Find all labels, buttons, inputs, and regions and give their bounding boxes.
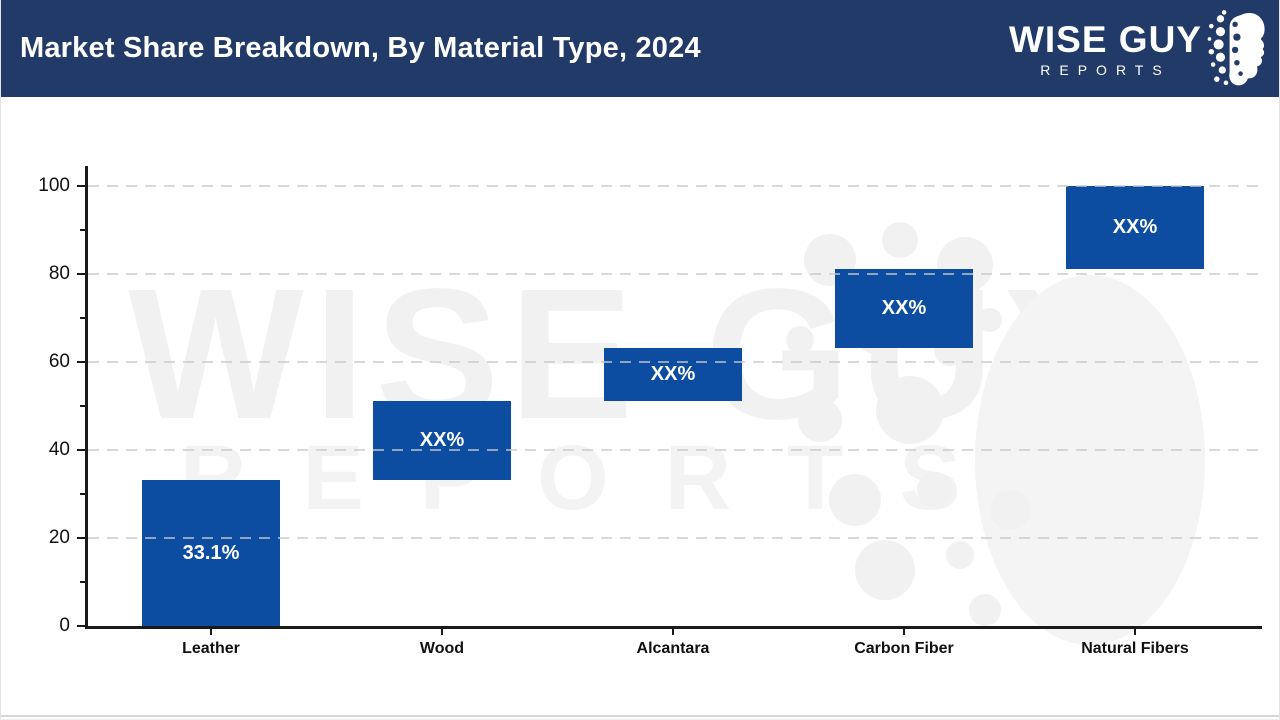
logo-text: WISE GUY REPORTS (1009, 21, 1202, 78)
x-tick-wood (441, 627, 443, 635)
y-tick-40 (77, 449, 85, 451)
wise-guy-logo: WISE GUY REPORTS (1009, 4, 1268, 94)
gridline-40 (88, 449, 1262, 451)
footer-divider (0, 715, 1280, 717)
y-minor-tick-50 (80, 405, 85, 407)
y-minor-tick-90 (80, 229, 85, 231)
gridline-20 (88, 537, 1262, 539)
y-tick-label-20: 20 (48, 527, 70, 548)
bar-wood (373, 401, 511, 481)
y-tick-label-100: 100 (38, 175, 70, 196)
y-minor-tick-10 (80, 581, 85, 583)
y-axis (85, 166, 88, 629)
logo-face-icon (1207, 10, 1265, 86)
y-tick-label-0: 0 (59, 615, 70, 636)
y-tick-0 (77, 625, 85, 627)
bar-label-carbon-fiber: XX% (881, 297, 927, 320)
header-bar: Market Share Breakdown, By Material Type… (0, 0, 1280, 97)
gridline-80 (88, 273, 1262, 275)
x-label-natural-fibers: Natural Fibers (1081, 640, 1189, 657)
x-tick-alcantara (672, 627, 674, 635)
watermark-face-dots (786, 222, 1205, 645)
gridline-100 (88, 185, 1262, 187)
x-tick-carbon-fiber (903, 627, 905, 635)
x-label-leather: Leather (182, 640, 240, 657)
logo-name-label: WISE GUY (1008, 18, 1202, 60)
bar-carbon-fiber (835, 269, 973, 348)
x-axis (85, 626, 1262, 629)
y-tick-80 (77, 273, 85, 275)
x-label-wood: Wood (419, 640, 465, 657)
gridline-60 (88, 361, 1262, 363)
y-minor-tick-30 (80, 493, 85, 495)
bar-alcantara (604, 347, 742, 402)
y-tick-label-80: 80 (48, 263, 70, 284)
logo-sub-label: REPORTS (1040, 61, 1171, 78)
chart-title: Market Share Breakdown, By Material Type… (20, 32, 701, 64)
x-label-carbon-fiber: Carbon Fiber (854, 640, 954, 657)
y-tick-100 (77, 185, 85, 187)
bar-label-wood: XX% (419, 429, 465, 452)
y-tick-label-40: 40 (48, 439, 70, 460)
bar-label-alcantara: XX% (650, 363, 696, 386)
x-tick-leather (210, 627, 212, 635)
y-minor-tick-70 (80, 317, 85, 319)
y-tick-20 (77, 537, 85, 539)
bar-label-natural-fibers: XX% (1112, 216, 1158, 239)
y-tick-label-60: 60 (48, 351, 70, 372)
bar-natural-fibers (1066, 186, 1204, 270)
bar-leather (142, 480, 280, 626)
y-tick-60 (77, 361, 85, 363)
x-tick-natural-fibers (1134, 627, 1136, 635)
x-label-alcantara: Alcantara (636, 640, 710, 657)
bar-label-leather: 33.1% (182, 541, 240, 564)
